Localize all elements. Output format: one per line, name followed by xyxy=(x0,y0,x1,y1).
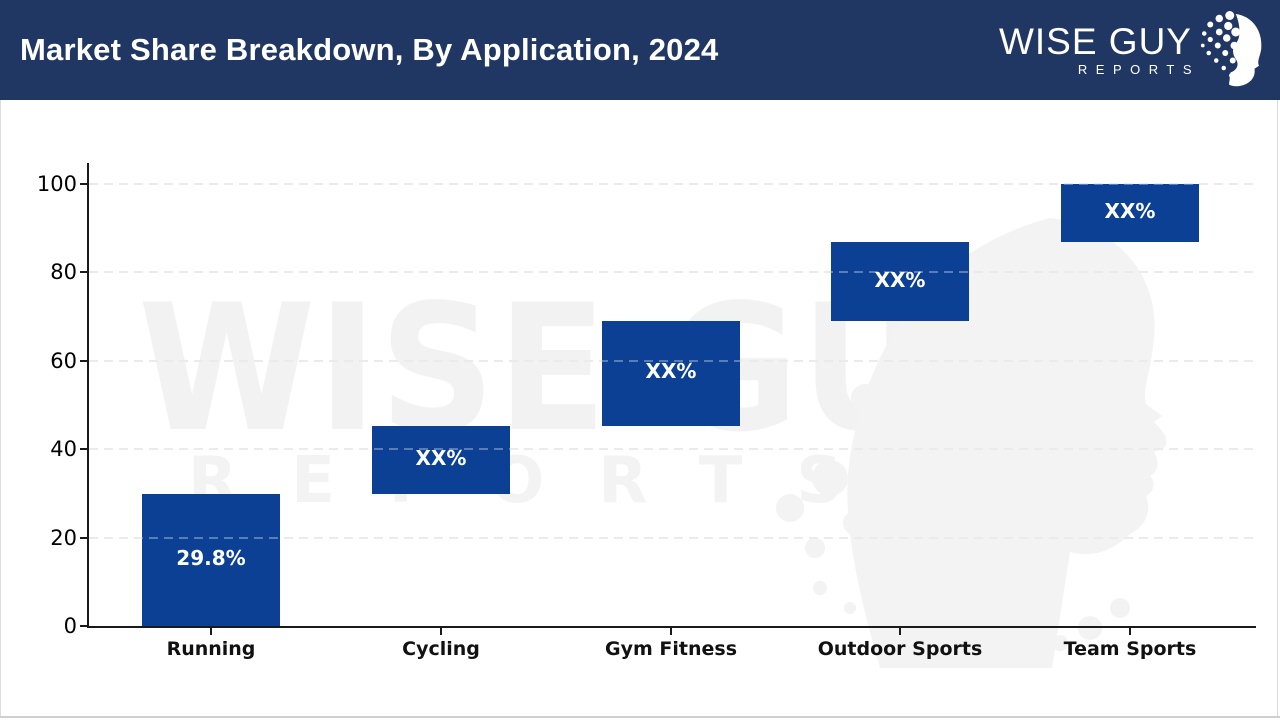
bar-team-sports xyxy=(1061,184,1199,243)
chart-area: 0 20 40 60 80 100 29.8% Running XX% Cycling XX% Gym… xyxy=(0,100,1280,720)
y-axis-line xyxy=(87,163,89,628)
bar-gym-fitness xyxy=(602,321,740,426)
x-tick-label-2: Gym Fitness xyxy=(605,638,737,660)
watermark-head-icon xyxy=(776,218,1167,668)
gridline-40 xyxy=(89,448,1256,451)
gridline-20 xyxy=(89,536,1256,539)
x-tick-2 xyxy=(670,628,672,635)
x-tick-4 xyxy=(1129,628,1131,635)
brand-subtitle: REPORTS xyxy=(1077,61,1200,77)
y-tick-label-0: 0 xyxy=(63,614,77,638)
x-tick-label-0: Running xyxy=(166,638,256,660)
gridline-overlay-100 xyxy=(89,183,1256,185)
bar-running xyxy=(142,494,280,626)
x-tick-label-4: Team Sports xyxy=(1063,638,1197,660)
brand-name: WISE GUY xyxy=(998,20,1192,62)
gridline-overlay-40 xyxy=(89,448,1256,451)
y-tick-60 xyxy=(80,359,87,362)
y-tick-label-60: 60 xyxy=(50,348,77,373)
bar-value-label: XX% xyxy=(415,446,467,471)
x-tick-1 xyxy=(440,628,442,635)
watermark-brand-subtext: REPORTS xyxy=(188,444,897,518)
x-tick-label-1: Cycling xyxy=(402,638,480,660)
y-tick-100 xyxy=(80,183,87,185)
brand-logo: WISE GUY REPORTS xyxy=(999,0,1266,100)
y-tick-40 xyxy=(80,448,87,451)
brand-logo-text: WISE GUY REPORTS xyxy=(998,20,1192,77)
wiseguy-head-icon xyxy=(1200,11,1262,87)
gridline-100 xyxy=(89,183,1256,185)
gridline-overlay-80 xyxy=(89,271,1256,274)
y-tick-label-80: 80 xyxy=(50,260,77,285)
gridline-overlay-20 xyxy=(89,536,1256,539)
bar-value-label: XX% xyxy=(1104,199,1156,224)
gridline-overlay-60 xyxy=(89,359,1256,362)
x-axis-line xyxy=(87,626,1256,628)
y-tick-80 xyxy=(80,271,87,274)
bar-value-label: XX% xyxy=(874,267,926,292)
page-left-border xyxy=(0,100,1,717)
page-bottom-border xyxy=(0,716,1280,718)
gridline-80 xyxy=(89,271,1256,274)
y-tick-0 xyxy=(80,625,87,627)
bar-cycling xyxy=(372,425,510,495)
bar-value-label: XX% xyxy=(645,359,697,384)
y-tick-label-100: 100 xyxy=(36,172,77,196)
x-tick-3 xyxy=(899,628,901,635)
y-tick-20 xyxy=(80,536,87,539)
x-tick-0 xyxy=(210,628,212,635)
y-tick-label-20: 20 xyxy=(50,525,77,550)
page-title: Market Share Breakdown, By Application, … xyxy=(20,32,719,67)
bar-value-label: 29.8% xyxy=(176,546,246,571)
bar-outdoor-sports xyxy=(831,242,969,322)
x-tick-label-3: Outdoor Sports xyxy=(817,638,983,660)
page-right-border xyxy=(1277,100,1278,717)
report-header: Market Share Breakdown, By Application, … xyxy=(0,0,1280,100)
y-tick-label-40: 40 xyxy=(50,437,77,462)
